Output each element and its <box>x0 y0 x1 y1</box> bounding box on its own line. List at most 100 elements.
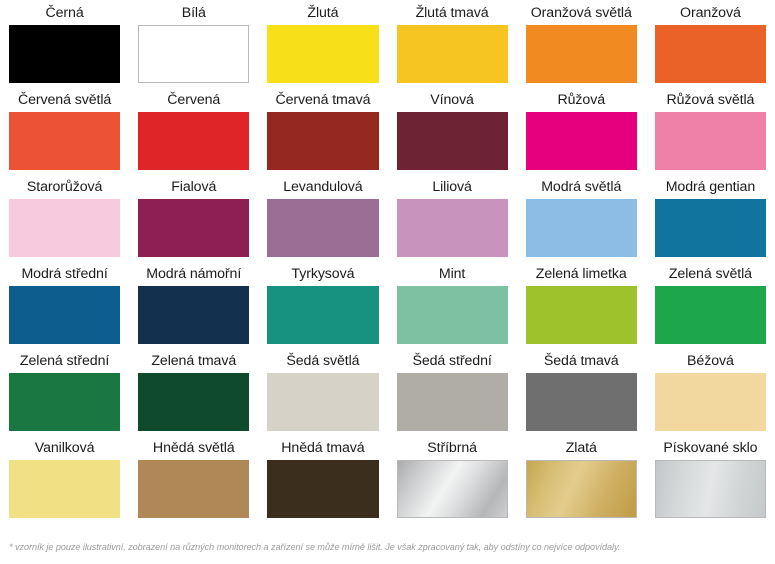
swatch-cell[interactable]: Vínová <box>388 87 517 174</box>
swatch-color-chip[interactable] <box>138 373 250 431</box>
swatch-color-chip[interactable] <box>9 112 121 170</box>
swatch-cell[interactable]: Zelená tmavá <box>129 348 258 435</box>
swatch-color-chip[interactable] <box>525 25 637 83</box>
swatch-cell[interactable]: Zelená světlá <box>646 261 775 348</box>
swatch-color-chip[interactable] <box>138 199 250 257</box>
swatch-color-chip[interactable] <box>138 286 250 344</box>
swatch-color-chip[interactable] <box>267 460 379 518</box>
swatch-cell[interactable]: Šedá světlá <box>258 348 387 435</box>
swatch-label: Žlutá <box>307 4 339 21</box>
swatch-cell[interactable]: Zelená limetka <box>517 261 646 348</box>
swatch-label: Zelená limetka <box>535 265 627 282</box>
swatch-label: Liliová <box>432 178 472 195</box>
swatch-color-chip[interactable] <box>396 460 508 518</box>
swatch-cell[interactable]: Oranžová <box>646 0 775 87</box>
swatch-color-chip[interactable] <box>654 286 766 344</box>
swatch-label: Červená <box>167 91 221 108</box>
swatch-label: Fialová <box>171 178 217 195</box>
swatch-color-chip[interactable] <box>396 199 508 257</box>
swatch-label: Zelená střední <box>19 352 110 369</box>
swatch-label: Pískované sklo <box>663 439 758 456</box>
swatch-label: Tyrkysová <box>291 265 355 282</box>
swatch-label: Mint <box>438 265 466 282</box>
swatch-color-chip[interactable] <box>654 112 766 170</box>
swatch-label: Hnědá světlá <box>152 439 235 456</box>
swatch-color-chip[interactable] <box>396 286 508 344</box>
swatch-label: Béžová <box>687 352 734 369</box>
swatch-label: Žlutá tmavá <box>415 4 489 21</box>
swatch-color-chip[interactable] <box>525 199 637 257</box>
swatch-color-chip[interactable] <box>9 25 121 83</box>
swatch-cell[interactable]: Modrá světlá <box>517 174 646 261</box>
swatch-color-chip[interactable] <box>267 112 379 170</box>
swatch-cell[interactable]: Starorůžová <box>0 174 129 261</box>
swatch-label: Zelená tmavá <box>151 352 237 369</box>
swatch-cell[interactable]: Modrá námořní <box>129 261 258 348</box>
swatch-cell[interactable]: Zlatá <box>517 435 646 522</box>
swatch-color-chip[interactable] <box>396 112 508 170</box>
disclaimer-footnote: * vzorník je pouze ilustrativní, zobraze… <box>9 542 621 552</box>
swatch-cell[interactable]: Modrá gentian <box>646 174 775 261</box>
swatch-cell[interactable]: Žlutá tmavá <box>388 0 517 87</box>
swatch-color-chip[interactable] <box>525 460 637 518</box>
swatch-label: Bílá <box>181 4 206 21</box>
swatch-cell[interactable]: Stříbrná <box>388 435 517 522</box>
swatch-label: Černá <box>45 4 84 21</box>
swatch-cell[interactable]: Oranžová světlá <box>517 0 646 87</box>
swatch-label: Modrá námořní <box>146 265 242 282</box>
swatch-color-chip[interactable] <box>267 199 379 257</box>
swatch-cell[interactable]: Fialová <box>129 174 258 261</box>
swatch-cell[interactable]: Béžová <box>646 348 775 435</box>
swatch-color-chip[interactable] <box>654 373 766 431</box>
swatch-cell[interactable]: Šedá tmavá <box>517 348 646 435</box>
swatch-cell[interactable]: Tyrkysová <box>258 261 387 348</box>
swatch-cell[interactable]: Červená světlá <box>0 87 129 174</box>
swatch-cell[interactable]: Červená <box>129 87 258 174</box>
swatch-color-chip[interactable] <box>525 112 637 170</box>
swatch-color-chip[interactable] <box>267 286 379 344</box>
swatch-cell[interactable]: Pískované sklo <box>646 435 775 522</box>
swatch-color-chip[interactable] <box>654 460 766 518</box>
swatch-label: Růžová <box>557 91 605 108</box>
swatch-label: Hnědá tmavá <box>281 439 365 456</box>
swatch-color-chip[interactable] <box>396 373 508 431</box>
swatch-cell[interactable]: Modrá střední <box>0 261 129 348</box>
swatch-label: Stříbrná <box>427 439 477 456</box>
swatch-cell[interactable]: Zelená střední <box>0 348 129 435</box>
swatch-cell[interactable]: Liliová <box>388 174 517 261</box>
swatch-label: Vínová <box>430 91 474 108</box>
swatch-color-chip[interactable] <box>9 460 121 518</box>
swatch-cell[interactable]: Hnědá tmavá <box>258 435 387 522</box>
swatch-label: Levandulová <box>283 178 363 195</box>
swatch-color-chip[interactable] <box>525 373 637 431</box>
swatch-cell[interactable]: Žlutá <box>258 0 387 87</box>
swatch-cell[interactable]: Vanilková <box>0 435 129 522</box>
swatch-label: Zelená světlá <box>668 265 752 282</box>
swatch-color-chip[interactable] <box>267 25 379 83</box>
swatch-color-chip[interactable] <box>9 373 121 431</box>
swatch-color-chip[interactable] <box>525 286 637 344</box>
swatch-label: Starorůžová <box>26 178 103 195</box>
swatch-label: Modrá gentian <box>665 178 756 195</box>
swatch-cell[interactable]: Šedá střední <box>388 348 517 435</box>
swatch-color-chip[interactable] <box>138 460 250 518</box>
swatch-color-chip[interactable] <box>9 286 121 344</box>
swatch-color-chip[interactable] <box>9 199 121 257</box>
swatch-cell[interactable]: Černá <box>0 0 129 87</box>
swatch-color-chip[interactable] <box>138 112 250 170</box>
swatch-label: Modrá světlá <box>541 178 622 195</box>
swatch-cell[interactable]: Levandulová <box>258 174 387 261</box>
swatch-color-chip[interactable] <box>396 25 508 83</box>
swatch-color-chip[interactable] <box>267 373 379 431</box>
swatch-cell[interactable]: Bílá <box>129 0 258 87</box>
swatch-cell[interactable]: Mint <box>388 261 517 348</box>
swatch-cell[interactable]: Růžová <box>517 87 646 174</box>
swatch-cell[interactable]: Růžová světlá <box>646 87 775 174</box>
swatch-cell[interactable]: Červená tmavá <box>258 87 387 174</box>
swatch-color-chip[interactable] <box>654 199 766 257</box>
swatch-cell[interactable]: Hnědá světlá <box>129 435 258 522</box>
swatch-label: Oranžová světlá <box>530 4 632 21</box>
swatch-color-chip[interactable] <box>138 25 250 83</box>
swatch-label: Šedá střední <box>412 352 492 369</box>
swatch-color-chip[interactable] <box>654 25 766 83</box>
